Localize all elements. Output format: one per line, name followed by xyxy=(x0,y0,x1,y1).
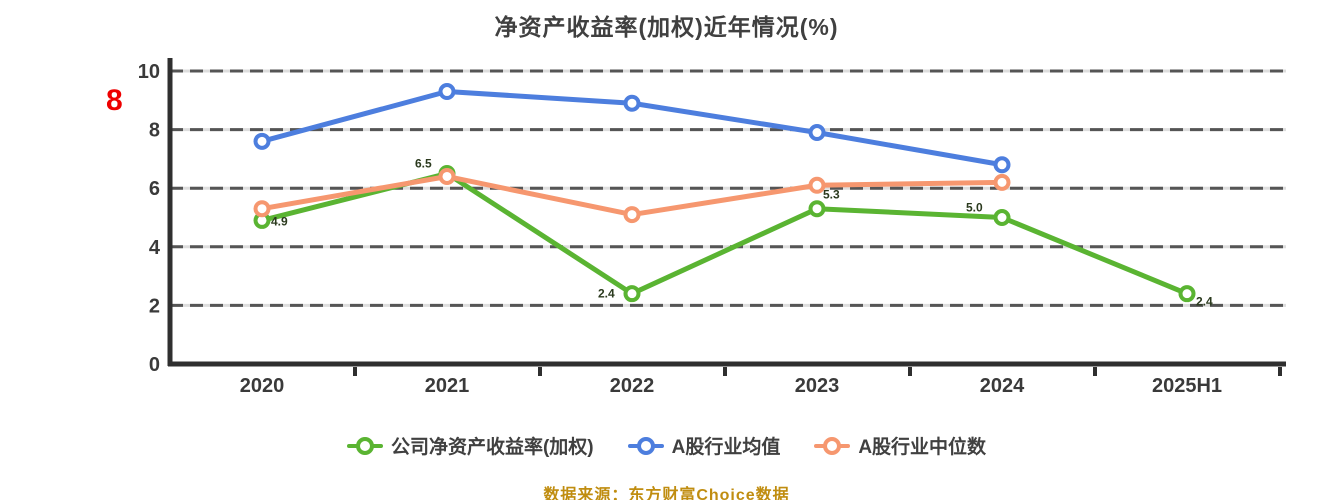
data-point xyxy=(993,173,1011,191)
data-point xyxy=(623,206,641,224)
legend-label: 公司净资产收益率(加权) xyxy=(390,437,594,458)
data-point xyxy=(623,94,641,112)
data-point-label: 2.4 xyxy=(1196,295,1213,309)
legend-item-industry-mean[interactable]: A股行业均值 xyxy=(627,432,781,459)
data-point xyxy=(438,83,456,101)
data-point xyxy=(1178,285,1196,303)
legend-label: A股行业均值 xyxy=(671,437,781,458)
x-axis-tick-label: 2020 xyxy=(240,375,285,397)
legend-item-industry-median[interactable]: A股行业中位数 xyxy=(814,432,986,459)
series-line xyxy=(259,171,1190,297)
chart-title: 净资产收益率(加权)近年情况(%) xyxy=(494,14,839,40)
source-note: 数据来源：东方财富Choice数据 xyxy=(543,487,790,500)
x-axis-tick-label: 2021 xyxy=(425,375,470,397)
data-point-label: 5.0 xyxy=(966,201,983,215)
y-axis-red-glyph: 8 xyxy=(106,84,123,117)
legend: 公司净资产收益率(加权) A股行业均值 A股行业中位数 xyxy=(0,432,1333,459)
data-point xyxy=(623,285,641,303)
y-axis-tick-label: 6 xyxy=(149,178,160,200)
data-point xyxy=(808,124,826,142)
data-point xyxy=(808,200,826,218)
x-axis-tick-label: 2024 xyxy=(980,375,1025,397)
legend-line-marker-blue xyxy=(627,436,664,456)
data-point xyxy=(808,176,826,194)
data-point xyxy=(438,167,456,185)
data-point xyxy=(993,209,1011,226)
data-point-label: 4.9 xyxy=(271,214,288,228)
y-axis-tick-label: 10 xyxy=(138,61,160,83)
data-point xyxy=(253,132,271,150)
y-axis-tick-label: 0 xyxy=(149,354,160,376)
y-axis-tick-label: 4 xyxy=(149,237,161,259)
legend-item-company-roe[interactable]: 公司净资产收益率(加权) xyxy=(346,432,594,459)
y-axis-tick-label: 2 xyxy=(149,295,160,317)
data-point-label: 5.3 xyxy=(823,188,840,202)
data-point xyxy=(253,200,271,218)
legend-line-marker-green xyxy=(346,436,383,456)
x-axis-tick-label: 2023 xyxy=(795,375,840,397)
plot-area[interactable]: 0 2 4 6 8 10 2020 2021 2022 2023 2024 2025H1 4.9 6.5 2… xyxy=(0,0,1333,424)
x-axis-tick-label: 2022 xyxy=(610,375,655,397)
y-axis-tick-label: 8 xyxy=(149,120,160,142)
data-point xyxy=(993,156,1011,174)
x-axis-tick-label: 2025H1 xyxy=(1152,375,1222,397)
legend-line-marker-orange xyxy=(814,436,851,456)
data-point-label: 6.5 xyxy=(415,157,432,171)
data-point-label: 2.4 xyxy=(598,287,615,301)
legend-label: A股行业中位数 xyxy=(858,437,987,458)
